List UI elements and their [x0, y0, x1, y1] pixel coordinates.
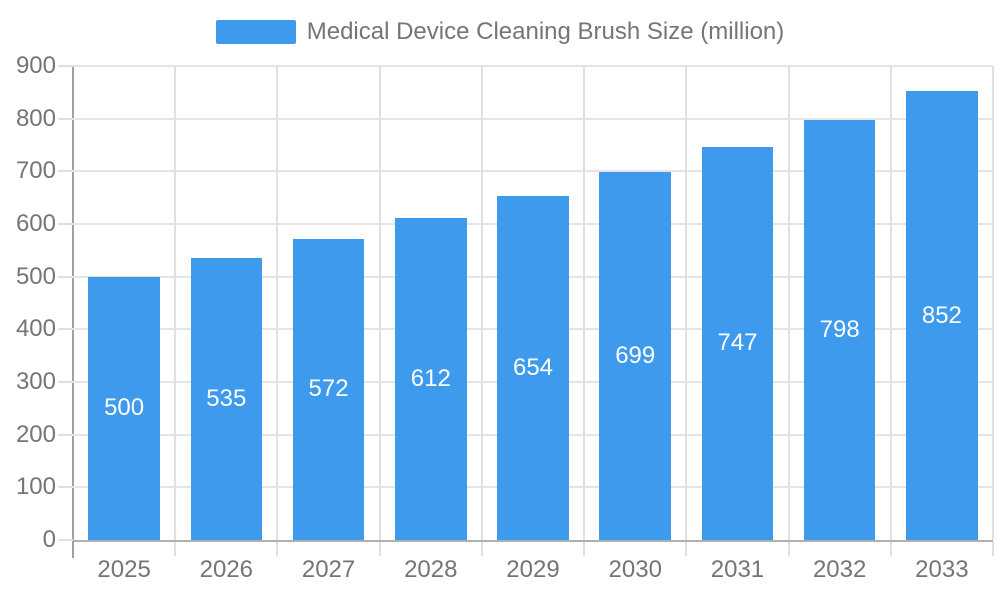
bar-2033[interactable]: 852 [906, 91, 978, 540]
bar-2029[interactable]: 654 [497, 195, 569, 540]
legend-swatch [215, 20, 296, 44]
gridline-vertical [480, 66, 483, 540]
legend-label: Medical Device Cleaning Brush Size (mill… [306, 18, 785, 45]
bar-value-label: 500 [104, 394, 145, 422]
gridline-vertical [276, 66, 279, 540]
y-tick-label: 200 [15, 420, 56, 448]
y-tick-label: 700 [15, 157, 56, 185]
y-tick-label: 300 [15, 368, 56, 395]
bar-value-label: 852 [921, 301, 962, 329]
bar-value-label: 654 [512, 353, 554, 381]
x-axis-tick [685, 542, 688, 556]
y-axis-tick [58, 117, 73, 120]
y-tick-label: 500 [15, 262, 56, 290]
y-axis-labels: 0 100 200 300 400 500 600 700 800 900 [0, 54, 56, 552]
x-tick-label: 2025 [97, 556, 151, 583]
x-tick-label: 2030 [608, 556, 662, 583]
x-axis-tick [174, 542, 177, 556]
x-tick-label: 2032 [812, 556, 867, 583]
x-axis-tick [276, 542, 279, 556]
bar-2028[interactable]: 612 [395, 217, 467, 540]
y-axis-tick [58, 381, 73, 383]
bar-2025[interactable]: 500 [88, 276, 160, 540]
x-tick-label: 2033 [915, 556, 969, 583]
plot-area: 500 535 572 612 654 699 747 798 852 [73, 65, 994, 540]
bar-2030[interactable]: 699 [599, 171, 671, 540]
gridline-vertical [992, 66, 994, 540]
x-axis-tick [889, 542, 892, 556]
y-tick-label: 400 [15, 315, 56, 343]
y-axis-tick [58, 223, 73, 225]
bar-value-label: 612 [410, 364, 451, 392]
gridline-vertical [889, 66, 892, 540]
y-tick-label: 900 [15, 52, 56, 79]
x-tick-label: 2027 [301, 556, 356, 583]
x-axis-labels: 2025 2026 2027 2028 2029 2030 2031 2032 2033 [73, 556, 993, 584]
x-axis-line [73, 540, 993, 542]
x-axis-tick [583, 542, 586, 556]
x-tick-label: 2028 [404, 556, 458, 583]
y-axis-line [72, 66, 74, 558]
bar-value-label: 572 [308, 375, 349, 403]
y-axis-ticks [58, 65, 73, 541]
bar-2032[interactable]: 798 [803, 119, 876, 540]
y-axis-tick [58, 539, 73, 541]
y-axis-tick [58, 275, 73, 278]
bar-value-label: 699 [615, 341, 656, 369]
y-tick-label: 0 [42, 526, 56, 553]
gridline-vertical [787, 66, 790, 540]
x-tick-label: 2031 [710, 556, 765, 583]
bar-2026[interactable]: 535 [190, 258, 263, 540]
bar-value-label: 535 [206, 385, 247, 413]
y-axis-tick [58, 433, 73, 436]
bar-2031[interactable]: 747 [701, 146, 774, 540]
gridline-horizontal [73, 170, 993, 173]
x-axis-tick [378, 542, 381, 556]
gridline-vertical [685, 66, 688, 540]
gridline-vertical [174, 66, 177, 540]
x-axis-ticks [73, 542, 994, 556]
y-tick-label: 100 [15, 473, 56, 501]
x-axis-tick [480, 542, 483, 556]
gridline-vertical [378, 66, 381, 540]
y-tick-label: 600 [15, 210, 56, 237]
legend[interactable]: Medical Device Cleaning Brush Size (mill… [0, 18, 1000, 46]
gridline-horizontal [73, 117, 993, 120]
x-tick-label: 2029 [506, 556, 560, 583]
x-tick-label: 2026 [199, 556, 254, 583]
bar-value-label: 747 [717, 329, 758, 357]
bar-value-label: 798 [819, 315, 860, 343]
y-axis-tick [58, 170, 73, 173]
x-axis-tick [787, 542, 790, 556]
gridline-horizontal [73, 65, 993, 67]
y-axis-tick [58, 486, 73, 489]
y-tick-label: 800 [15, 104, 56, 132]
y-axis-tick [58, 65, 73, 67]
y-axis-tick [58, 328, 73, 331]
x-axis-tick [992, 542, 994, 556]
gridline-vertical [583, 66, 586, 540]
bar-2027[interactable]: 572 [292, 238, 365, 540]
